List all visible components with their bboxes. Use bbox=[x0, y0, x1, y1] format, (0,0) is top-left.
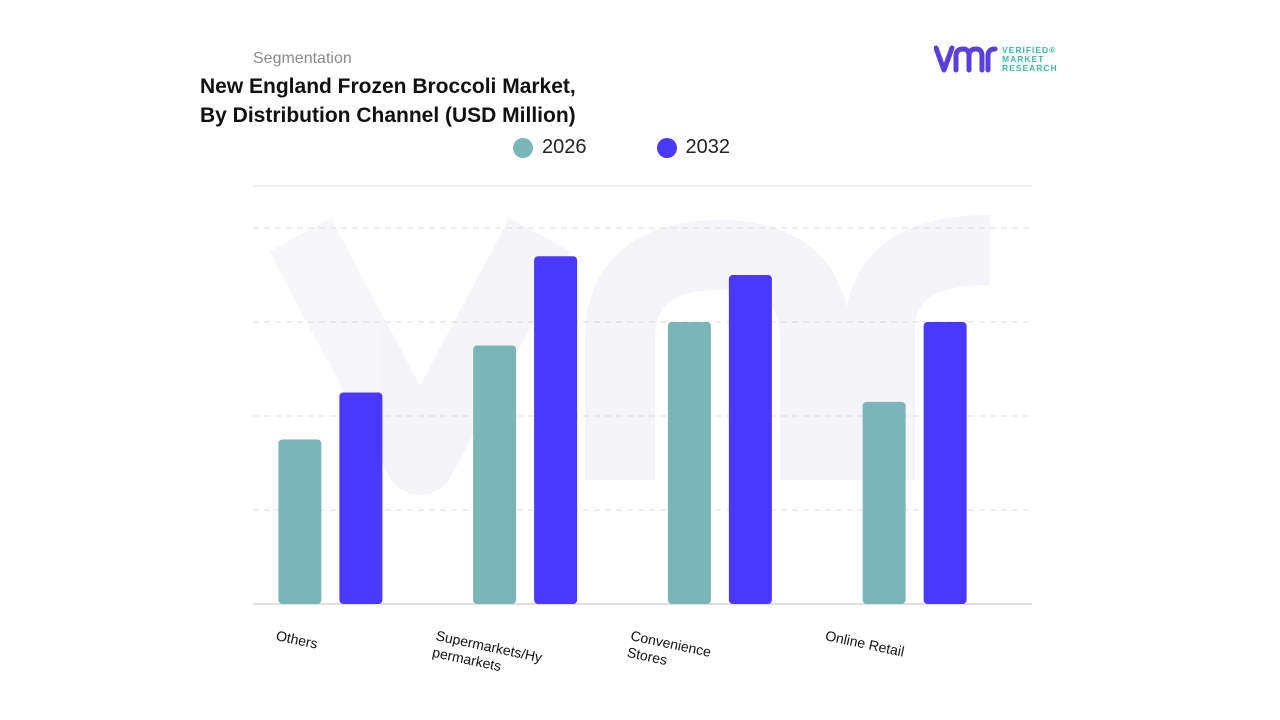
bar-2026-2 bbox=[667, 322, 711, 604]
bar-2026-1 bbox=[473, 345, 517, 604]
legend-item-2026: 2026 bbox=[513, 136, 587, 159]
legend-label-2032: 2032 bbox=[685, 136, 731, 158]
vmr-logo: VERIFIED® MARKET RESEARCH bbox=[934, 44, 1058, 74]
logo-line-3: RESEARCH bbox=[1002, 62, 1058, 73]
title-line-1: New England Frozen Broccoli Market, bbox=[200, 75, 576, 98]
chart-title: New England Frozen Broccoli Market, By D… bbox=[200, 72, 720, 130]
logo-registered: ® bbox=[1049, 44, 1057, 55]
legend-dot-2032 bbox=[656, 137, 677, 158]
x-tick-label-0: Others bbox=[275, 627, 319, 651]
x-tick-label-line: Online Retail bbox=[824, 627, 906, 659]
legend-label-2026: 2026 bbox=[542, 136, 587, 158]
x-axis-labels: Others Supermarkets/Hypermarkets Convenien… bbox=[275, 627, 906, 682]
bar-2026-0 bbox=[278, 439, 322, 604]
logo-line-2: MARKET bbox=[1002, 53, 1045, 64]
bar-2032-2 bbox=[728, 275, 772, 604]
bar-2026-3 bbox=[862, 401, 906, 604]
x-tick-label-2: ConvenienceStores bbox=[626, 627, 713, 676]
logo-wordmark: VERIFIED® MARKET RESEARCH bbox=[1002, 44, 1058, 73]
x-tick-label-3: Online Retail bbox=[824, 627, 906, 659]
legend-item-2032: 2032 bbox=[656, 136, 731, 159]
title-line-2: By Distribution Channel (USD Million) bbox=[200, 104, 576, 127]
legend-dot-2026 bbox=[513, 137, 533, 158]
legend: 2026 2032 bbox=[513, 136, 800, 159]
vmr-logo-mark-icon bbox=[934, 45, 998, 73]
x-tick-label-line: Others bbox=[275, 627, 319, 651]
logo-line-1: VERIFIED bbox=[1002, 44, 1050, 55]
segment-label: Segmentation bbox=[253, 50, 352, 67]
vmr-watermark bbox=[269, 215, 991, 495]
bar-2032-3 bbox=[923, 322, 967, 604]
x-tick-label-1: Supermarkets/Hypermarkets bbox=[431, 627, 544, 682]
bars bbox=[278, 256, 967, 604]
bar-2032-0 bbox=[339, 392, 383, 604]
bar-2032-1 bbox=[534, 256, 578, 604]
